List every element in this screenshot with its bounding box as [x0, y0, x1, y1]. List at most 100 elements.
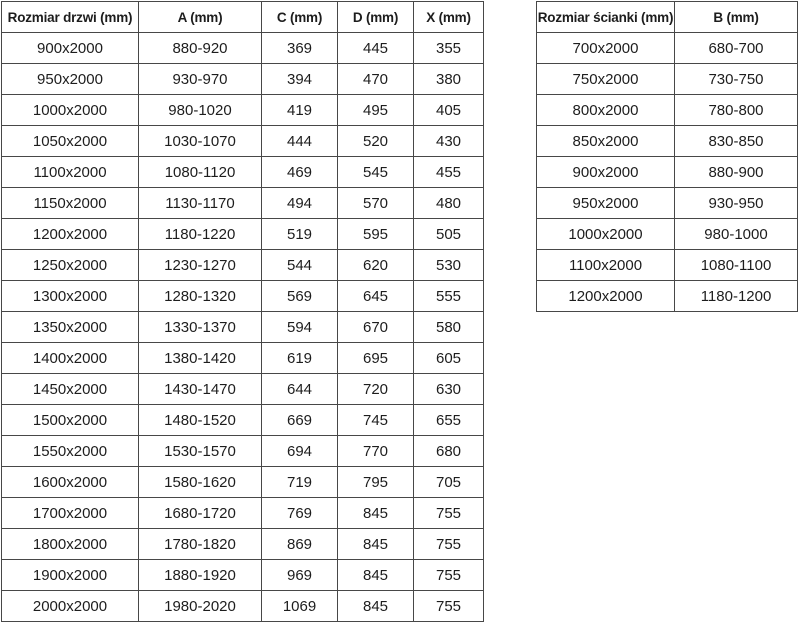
table-cell: 969: [261, 559, 338, 591]
table-row: 1900x2000 1880-1920 969 845 755: [1, 559, 484, 591]
table-cell: 755: [413, 590, 484, 622]
table-cell: 1900x2000: [1, 559, 139, 591]
table-cell: 845: [337, 528, 414, 560]
table-cell: 1780-1820: [138, 528, 262, 560]
table-cell: 950x2000: [536, 187, 675, 219]
table-row: 900x2000 880-920 369 445 355: [1, 32, 484, 64]
table-cell: 880-920: [138, 32, 262, 64]
doors-table-header-row: Rozmiar drzwi (mm) A (mm) C (mm) D (mm) …: [1, 1, 484, 33]
table-cell: 630: [413, 373, 484, 405]
table-row: 1800x2000 1780-1820 869 845 755: [1, 528, 484, 560]
table-cell: 780-800: [674, 94, 798, 126]
table-cell: 355: [413, 32, 484, 64]
table-cell: 645: [337, 280, 414, 312]
table-cell: 619: [261, 342, 338, 374]
table-cell: 1800x2000: [1, 528, 139, 560]
table-row: 1000x2000 980-1020 419 495 405: [1, 94, 484, 126]
doors-size-table: Rozmiar drzwi (mm) A (mm) C (mm) D (mm) …: [1, 1, 484, 622]
table-cell: 380: [413, 63, 484, 95]
table-row: 1450x2000 1430-1470 644 720 630: [1, 373, 484, 405]
table-cell: 494: [261, 187, 338, 219]
table-cell: 700x2000: [536, 32, 675, 64]
table-cell: 1069: [261, 590, 338, 622]
walls-header-b: B (mm): [674, 1, 798, 33]
table-cell: 1400x2000: [1, 342, 139, 374]
table-cell: 595: [337, 218, 414, 250]
table-cell: 1700x2000: [1, 497, 139, 529]
table-cell: 1000x2000: [536, 218, 675, 250]
table-cell: 445: [337, 32, 414, 64]
table-cell: 1450x2000: [1, 373, 139, 405]
table-cell: 680: [413, 435, 484, 467]
table-cell: 755: [413, 559, 484, 591]
table-row: 1550x2000 1530-1570 694 770 680: [1, 435, 484, 467]
table-cell: 1550x2000: [1, 435, 139, 467]
table-cell: 519: [261, 218, 338, 250]
table-cell: 770: [337, 435, 414, 467]
table-row: 1350x2000 1330-1370 594 670 580: [1, 311, 484, 343]
walls-size-table: Rozmiar ścianki (mm) B (mm) 700x2000 680-…: [536, 1, 798, 312]
table-cell: 520: [337, 125, 414, 157]
table-cell: 695: [337, 342, 414, 374]
table-cell: 444: [261, 125, 338, 157]
table-cell: 769: [261, 497, 338, 529]
table-cell: 750x2000: [536, 63, 675, 95]
table-row: 800x2000 780-800: [536, 94, 798, 126]
table-row: 1200x2000 1180-1200: [536, 280, 798, 312]
table-row: 1300x2000 1280-1320 569 645 555: [1, 280, 484, 312]
table-cell: 900x2000: [536, 156, 675, 188]
table-cell: 1150x2000: [1, 187, 139, 219]
table-cell: 680-700: [674, 32, 798, 64]
table-row: 1500x2000 1480-1520 669 745 655: [1, 404, 484, 436]
table-row: 750x2000 730-750: [536, 63, 798, 95]
table-cell: 1130-1170: [138, 187, 262, 219]
walls-header-size: Rozmiar ścianki (mm): [536, 1, 675, 33]
table-cell: 580: [413, 311, 484, 343]
table-cell: 755: [413, 528, 484, 560]
table-cell: 845: [337, 590, 414, 622]
table-cell: 720: [337, 373, 414, 405]
table-cell: 1680-1720: [138, 497, 262, 529]
table-cell: 1880-1920: [138, 559, 262, 591]
table-cell: 669: [261, 404, 338, 436]
table-cell: 480: [413, 187, 484, 219]
table-cell: 605: [413, 342, 484, 374]
table-cell: 1100x2000: [1, 156, 139, 188]
table-row: 900x2000 880-900: [536, 156, 798, 188]
table-cell: 1180-1200: [674, 280, 798, 312]
table-cell: 1200x2000: [1, 218, 139, 250]
table-cell: 719: [261, 466, 338, 498]
table-cell: 405: [413, 94, 484, 126]
table-cell: 455: [413, 156, 484, 188]
table-cell: 419: [261, 94, 338, 126]
table-cell: 1430-1470: [138, 373, 262, 405]
table-cell: 1180-1220: [138, 218, 262, 250]
doors-header-d: D (mm): [337, 1, 414, 33]
table-cell: 670: [337, 311, 414, 343]
table-cell: 1580-1620: [138, 466, 262, 498]
table-cell: 644: [261, 373, 338, 405]
table-cell: 620: [337, 249, 414, 281]
table-cell: 394: [261, 63, 338, 95]
table-cell: 869: [261, 528, 338, 560]
table-cell: 755: [413, 497, 484, 529]
table-cell: 1230-1270: [138, 249, 262, 281]
table-row: 1250x2000 1230-1270 544 620 530: [1, 249, 484, 281]
table-cell: 1380-1420: [138, 342, 262, 374]
table-cell: 1030-1070: [138, 125, 262, 157]
table-cell: 950x2000: [1, 63, 139, 95]
doors-header-size: Rozmiar drzwi (mm): [1, 1, 139, 33]
table-cell: 900x2000: [1, 32, 139, 64]
doors-header-a: A (mm): [138, 1, 262, 33]
table-cell: 1200x2000: [536, 280, 675, 312]
table-cell: 544: [261, 249, 338, 281]
walls-table-header-row: Rozmiar ścianki (mm) B (mm): [536, 1, 798, 33]
table-cell: 694: [261, 435, 338, 467]
table-cell: 1000x2000: [1, 94, 139, 126]
table-cell: 1530-1570: [138, 435, 262, 467]
table-row: 1100x2000 1080-1100: [536, 249, 798, 281]
table-cell: 845: [337, 559, 414, 591]
table-cell: 830-850: [674, 125, 798, 157]
table-cell: 705: [413, 466, 484, 498]
table-cell: 1350x2000: [1, 311, 139, 343]
